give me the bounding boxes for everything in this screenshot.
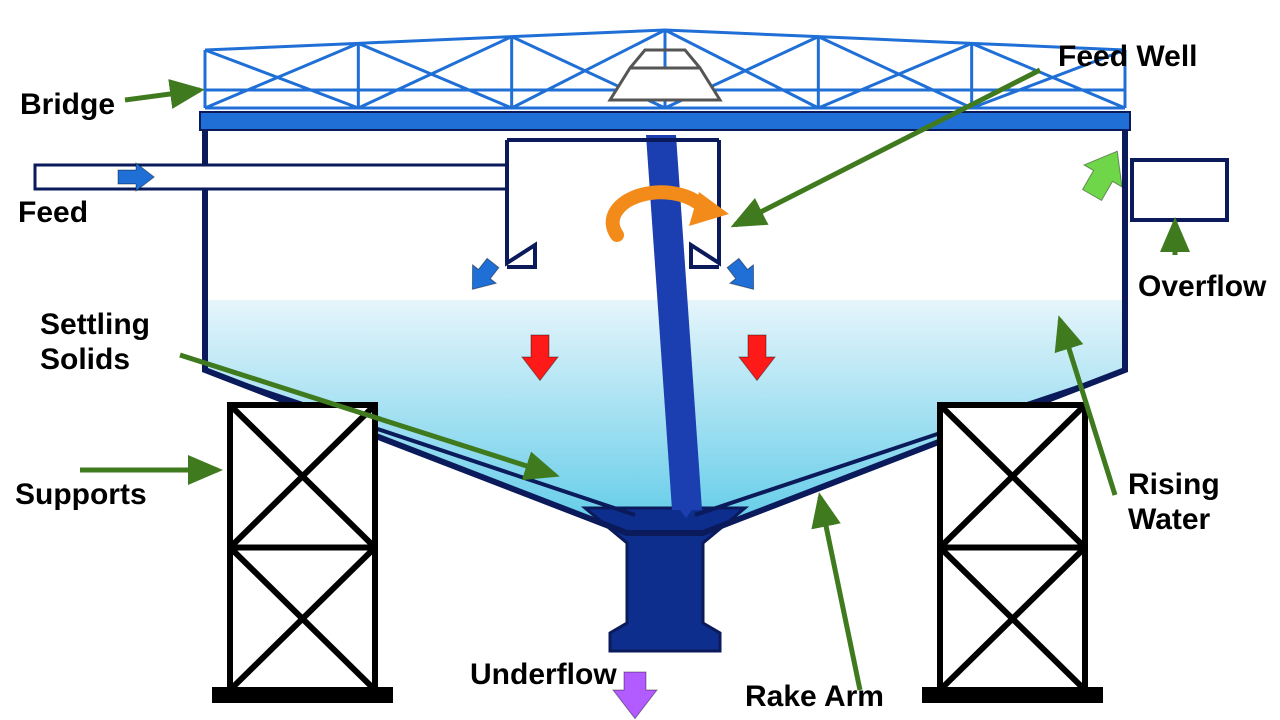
label-underflow: Underflow bbox=[470, 658, 617, 693]
label-settling: Settling Solids bbox=[40, 308, 150, 377]
label-overflow: Overflow bbox=[1138, 270, 1266, 305]
feedwell-out-right-icon bbox=[721, 254, 765, 299]
diagram-svg bbox=[0, 0, 1280, 720]
support-right bbox=[925, 405, 1100, 700]
label-feedwell: Feed Well bbox=[1058, 40, 1197, 75]
ptr-rake bbox=[820, 497, 860, 690]
ptr-bridge bbox=[125, 90, 200, 100]
label-supports: Supports bbox=[15, 478, 147, 513]
feed-pipe bbox=[35, 165, 507, 189]
label-rake: Rake Arm bbox=[745, 680, 884, 715]
tank-rim bbox=[200, 112, 1130, 130]
label-rising: Rising Water bbox=[1128, 468, 1220, 537]
label-feed: Feed bbox=[18, 196, 88, 231]
support-left bbox=[215, 405, 390, 700]
feedwell-out-left-icon bbox=[461, 254, 505, 299]
ptr-feedwell bbox=[735, 70, 1040, 225]
thickener-diagram: Bridge Feed Settling Solids Supports Underfl… bbox=[0, 0, 1280, 720]
overflow-launder bbox=[1132, 160, 1227, 220]
underflow-arrow-icon bbox=[613, 672, 657, 719]
label-bridge: Bridge bbox=[20, 88, 115, 123]
underflow-cone bbox=[585, 508, 745, 651]
